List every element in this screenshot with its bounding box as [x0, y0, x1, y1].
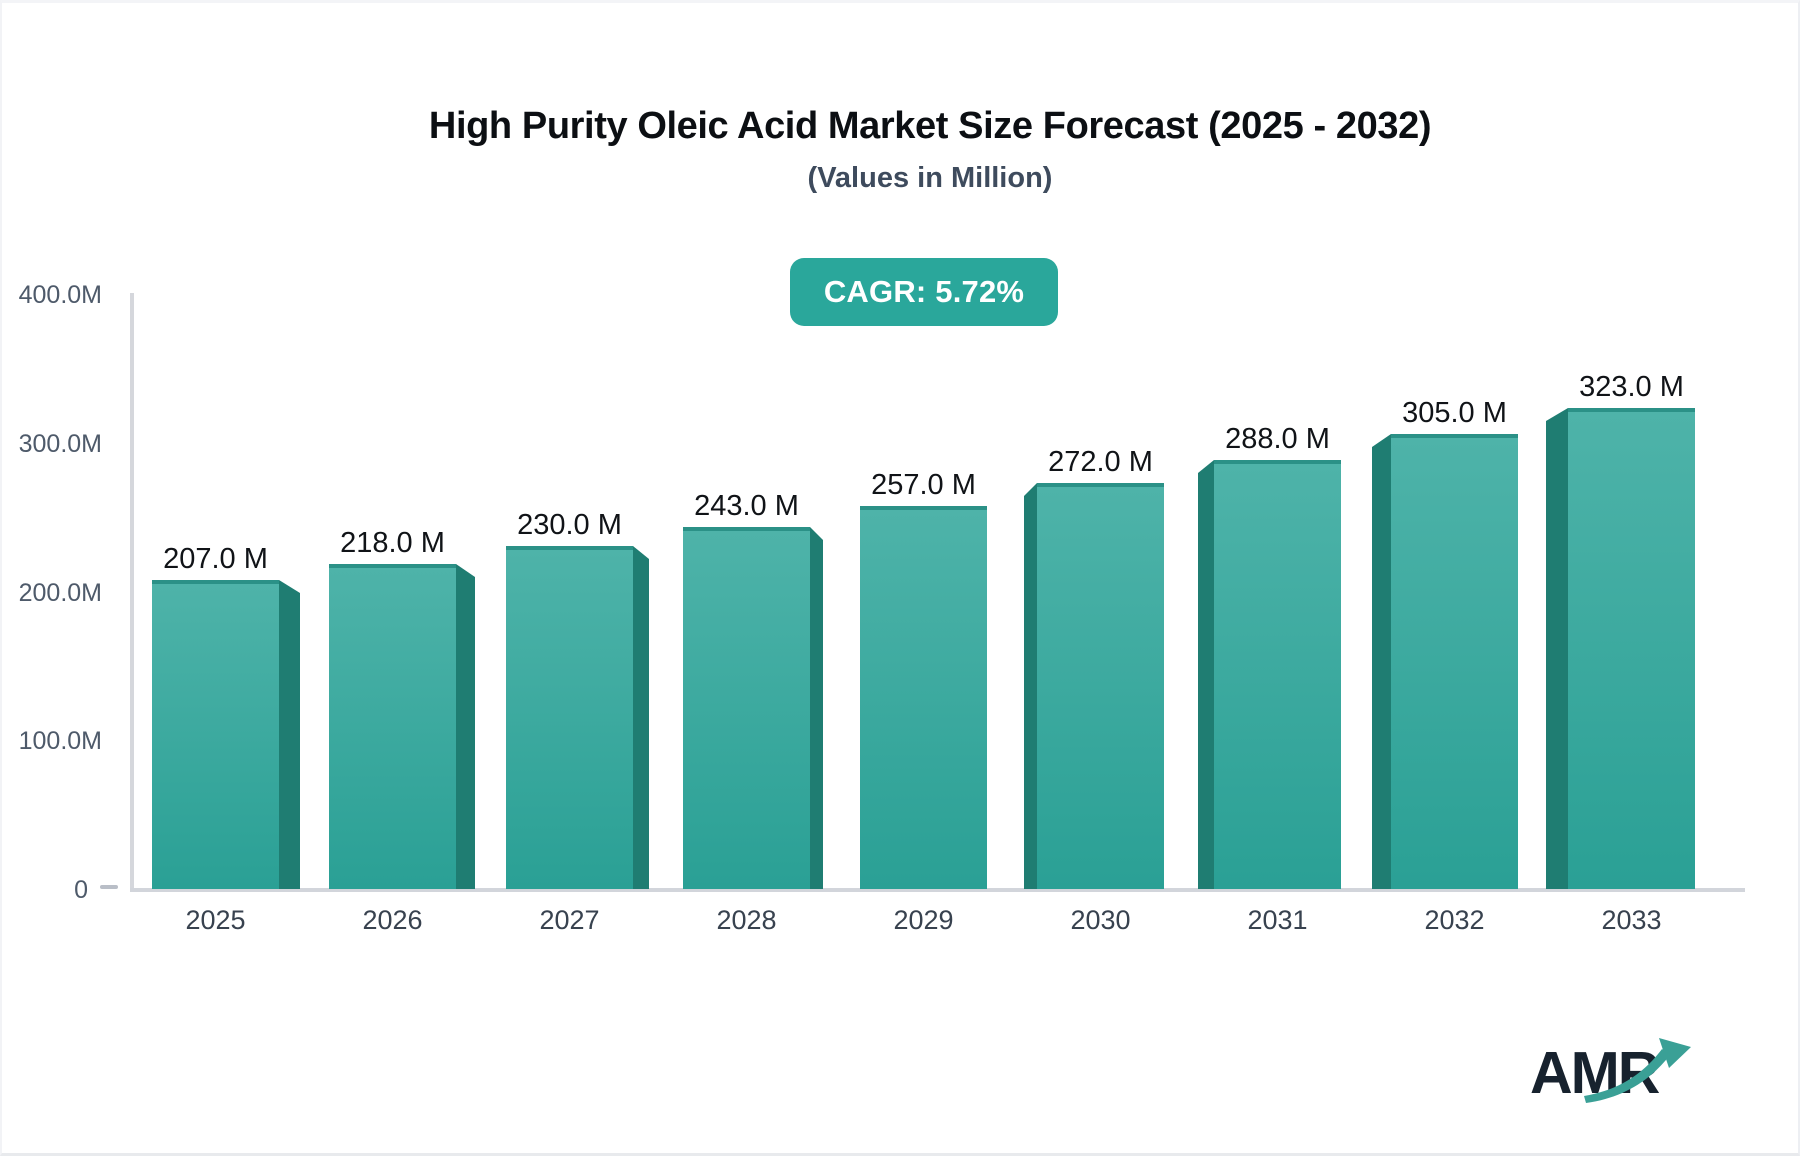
bar-value-label: 323.0 M — [1579, 371, 1684, 403]
chart-title: High Purity Oleic Acid Market Size Forec… — [428, 105, 1432, 147]
bar-3d-side — [633, 546, 649, 889]
bar — [329, 564, 456, 889]
x-axis-label: 2031 — [1247, 905, 1308, 935]
trend-arrow-icon — [1584, 1049, 1670, 1103]
x-axis-label: 2030 — [1070, 905, 1131, 935]
cagr-badge-label: CAGR: 5.72% — [823, 274, 1025, 309]
x-axis-line — [130, 888, 1745, 892]
y-axis-tick-label: 0 — [74, 876, 88, 904]
y-axis-tick-label: 400.0M — [18, 281, 102, 309]
bar-value-label: 207.0 M — [163, 543, 268, 575]
bar-3d-side — [1372, 434, 1391, 889]
bar-value-label: 230.0 M — [517, 509, 622, 541]
bar-chart: 400.0M 300.0M 200.0M 100.0M 0 207.0 M 2025 218.… — [2, 3, 1798, 1153]
chart-subtitle: (Values in Million) — [807, 162, 1053, 194]
bar-value-label: 257.0 M — [871, 469, 976, 501]
bar-value-label: 305.0 M — [1402, 397, 1507, 429]
x-axis-label: 2033 — [1601, 905, 1662, 935]
x-axis-label: 2029 — [893, 905, 954, 935]
amr-logo-graphic: AMR — [1530, 1038, 1691, 1106]
bar-3d-side — [1024, 483, 1037, 889]
bar-value-label: 272.0 M — [1048, 446, 1153, 478]
y-axis-tick-label: 300.0M — [18, 430, 102, 458]
bar-value-label: 218.0 M — [340, 527, 445, 559]
cagr-badge: CAGR: 5.72% — [790, 258, 1058, 326]
bar — [1037, 483, 1164, 889]
trend-arrow-head-icon — [1659, 1038, 1691, 1068]
bar — [1214, 460, 1341, 889]
x-axis-label: 2028 — [716, 905, 777, 935]
x-axis-label: 2025 — [185, 905, 246, 935]
bar-value-label: 288.0 M — [1225, 423, 1330, 455]
bar — [683, 527, 810, 889]
bar-3d-side — [279, 580, 300, 889]
y-axis-tick-label: 200.0M — [18, 579, 102, 607]
x-axis-label: 2027 — [539, 905, 600, 935]
bar-3d-side — [1546, 408, 1568, 889]
bar-3d-side — [810, 527, 823, 889]
x-axis-label: 2026 — [362, 905, 423, 935]
bar — [152, 580, 279, 889]
bar — [506, 546, 633, 889]
bar-3d-side — [1198, 460, 1214, 889]
zero-tick-mark — [100, 885, 118, 889]
bar — [860, 506, 987, 889]
bar-3d-side — [456, 564, 475, 889]
bar — [1391, 434, 1518, 889]
amr-logo: AMR — [1530, 1037, 1710, 1113]
y-axis-line — [130, 293, 134, 892]
bar — [1568, 408, 1695, 889]
x-axis-label: 2032 — [1424, 905, 1485, 935]
bar-value-label: 243.0 M — [694, 490, 799, 522]
y-axis-tick-label: 100.0M — [18, 727, 102, 755]
